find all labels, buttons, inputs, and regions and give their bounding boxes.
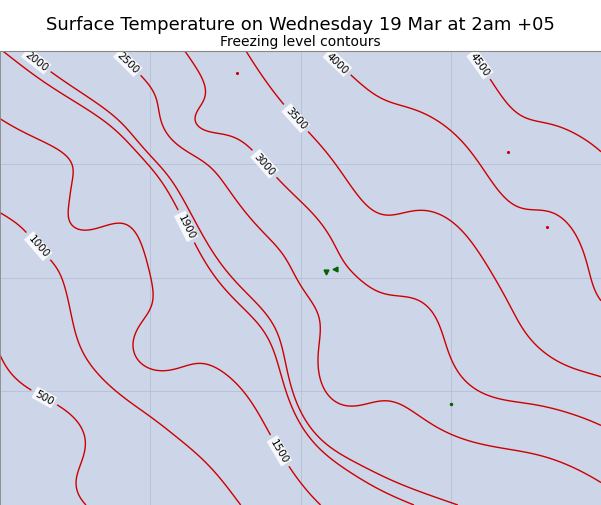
Text: Freezing level contours: Freezing level contours: [220, 35, 381, 49]
Text: 3500: 3500: [283, 106, 308, 132]
Text: 2000: 2000: [23, 49, 50, 74]
Text: 3000: 3000: [252, 152, 277, 178]
Text: 4000: 4000: [325, 50, 350, 76]
Text: 1000: 1000: [26, 234, 50, 260]
Text: 500: 500: [33, 388, 55, 407]
Text: 1500: 1500: [269, 437, 290, 465]
Text: 2500: 2500: [115, 50, 141, 76]
Text: Surface Temperature on Wednesday 19 Mar at 2am +05: Surface Temperature on Wednesday 19 Mar …: [46, 16, 555, 34]
Text: 1900: 1900: [176, 213, 197, 241]
Text: 4500: 4500: [468, 52, 492, 79]
